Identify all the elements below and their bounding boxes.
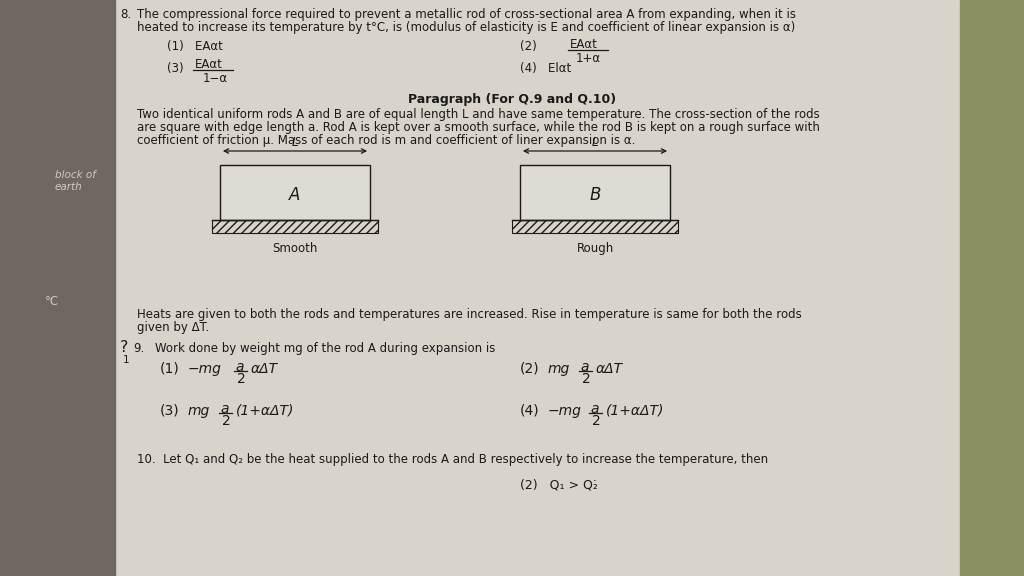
Text: (3): (3) <box>167 62 183 75</box>
Text: EAαt: EAαt <box>195 58 223 71</box>
Bar <box>0 0 115 576</box>
Text: Work done by weight mg of the rod A during expansion is: Work done by weight mg of the rod A duri… <box>155 342 496 355</box>
Text: EAαt: EAαt <box>570 38 598 51</box>
Text: Paragraph (For Q.9 and Q.10): Paragraph (For Q.9 and Q.10) <box>408 93 616 106</box>
Text: L: L <box>592 136 598 149</box>
Text: given by ΔT.: given by ΔT. <box>137 321 209 334</box>
Text: ?: ? <box>120 340 128 355</box>
Text: heated to increase its temperature by t°C, is (modulus of elasticity is E and co: heated to increase its temperature by t°… <box>137 21 796 34</box>
Text: (1+αΔT): (1+αΔT) <box>236 404 294 418</box>
Text: a: a <box>580 360 589 374</box>
Bar <box>961 0 1024 576</box>
Text: Heats are given to both the rods and temperatures are increased. Rise in tempera: Heats are given to both the rods and tem… <box>137 308 802 321</box>
Text: 10.  Let Q₁ and Q₂ be the heat supplied to the rods A and B respectively to incr: 10. Let Q₁ and Q₂ be the heat supplied t… <box>137 453 768 466</box>
Text: A: A <box>290 187 301 204</box>
Text: (1+αΔT): (1+αΔT) <box>606 404 665 418</box>
Text: mg: mg <box>188 404 210 418</box>
Text: 2: 2 <box>582 372 591 386</box>
Text: (2): (2) <box>520 362 540 376</box>
Text: B: B <box>590 187 601 204</box>
Text: (4): (4) <box>520 404 540 418</box>
Text: (2): (2) <box>520 40 537 53</box>
Bar <box>520 165 670 220</box>
Text: (1)   EAαt: (1) EAαt <box>167 40 223 53</box>
Text: (1): (1) <box>160 362 180 376</box>
Text: Rough: Rough <box>577 242 613 255</box>
Bar <box>110 0 980 576</box>
Text: 2: 2 <box>222 414 230 428</box>
Text: 9.: 9. <box>133 342 144 355</box>
Text: block of: block of <box>55 170 96 180</box>
Text: L: L <box>292 136 298 149</box>
Text: −mg: −mg <box>548 404 582 418</box>
Bar <box>220 165 370 220</box>
Text: −mg: −mg <box>188 362 222 376</box>
Text: 8.: 8. <box>120 8 131 21</box>
Text: a: a <box>220 402 228 416</box>
Text: are square with edge length a. Rod A is kept over a smooth surface, while the ro: are square with edge length a. Rod A is … <box>137 121 820 134</box>
Text: 1: 1 <box>123 355 130 365</box>
Text: (4)   Elαt: (4) Elαt <box>520 62 571 75</box>
Text: a: a <box>234 360 244 374</box>
Text: Two identical uniform rods A and B are of equal length L and have same temperatu: Two identical uniform rods A and B are o… <box>137 108 820 121</box>
Bar <box>512 220 678 233</box>
Text: 2: 2 <box>237 372 246 386</box>
Text: earth: earth <box>55 182 83 192</box>
Text: °C: °C <box>45 295 59 308</box>
Text: (2)   Q₁ > Q₂̇: (2) Q₁ > Q₂̇ <box>520 478 598 491</box>
Text: Smooth: Smooth <box>272 242 317 255</box>
Text: 2: 2 <box>592 414 601 428</box>
Text: a: a <box>590 402 598 416</box>
Text: αΔT: αΔT <box>251 362 279 376</box>
Text: 1+α: 1+α <box>575 52 601 65</box>
Text: 1−α: 1−α <box>203 72 228 85</box>
Text: mg: mg <box>548 362 570 376</box>
Bar <box>212 220 378 233</box>
Text: The compressional force required to prevent a metallic rod of cross-sectional ar: The compressional force required to prev… <box>137 8 796 21</box>
Text: αΔT: αΔT <box>596 362 624 376</box>
Text: coefficient of friction μ. Mass of each rod is m and coefficient of liner expans: coefficient of friction μ. Mass of each … <box>137 134 635 147</box>
Text: (3): (3) <box>160 404 179 418</box>
